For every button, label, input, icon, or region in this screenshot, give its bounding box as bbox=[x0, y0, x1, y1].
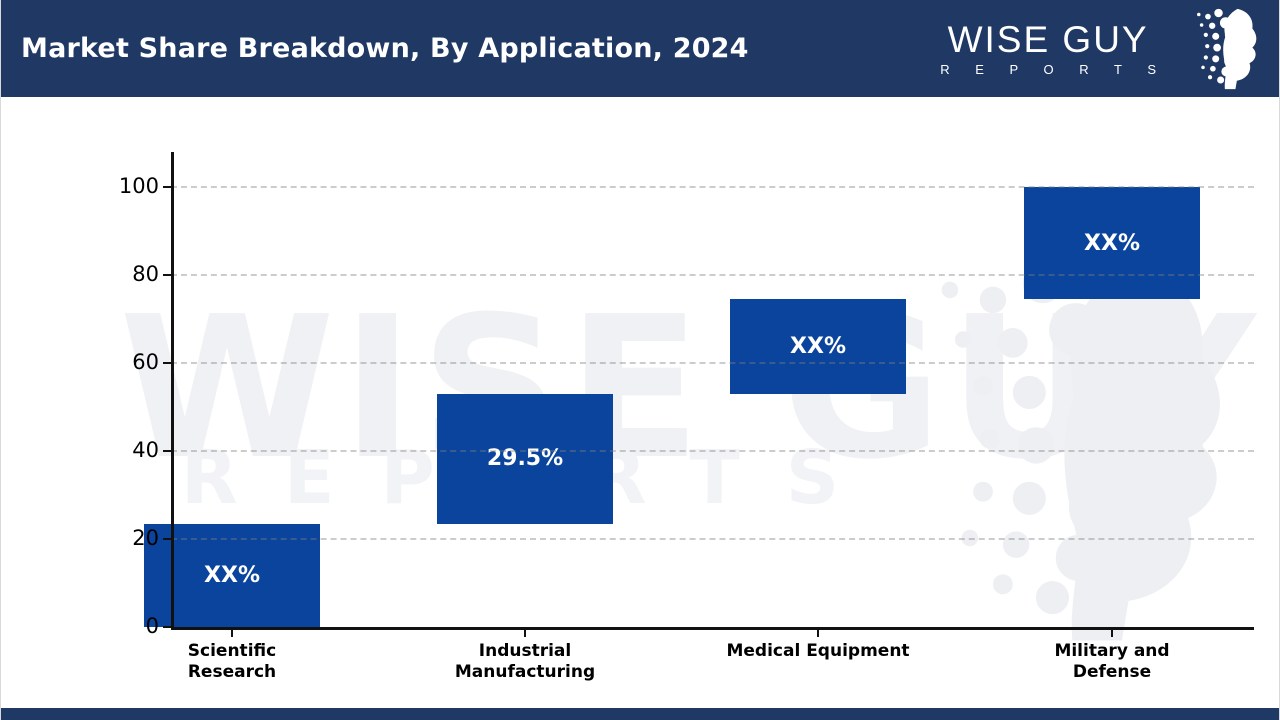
x-category-label-4: Military and Defense bbox=[1054, 641, 1170, 682]
bar-label-1: XX% bbox=[204, 562, 260, 588]
bar-label-2: 29.5% bbox=[486, 446, 564, 472]
y-tick-40 bbox=[163, 450, 171, 452]
bar-4: XX% bbox=[1024, 187, 1200, 300]
x-axis-line bbox=[171, 627, 1254, 630]
y-tick-label: 20 bbox=[132, 526, 159, 550]
y-tick-80 bbox=[163, 274, 171, 276]
y-tick-60 bbox=[163, 362, 171, 364]
x-category-label-3: Medical Equipment bbox=[726, 641, 910, 661]
footer-bar bbox=[1, 708, 1279, 720]
x-tick-3 bbox=[817, 629, 819, 637]
logo-head-icon bbox=[1197, 8, 1257, 89]
x-category-label-2: Industrial Manufacturing bbox=[454, 641, 596, 682]
y-tick-100 bbox=[163, 186, 171, 188]
chart-title: Market Share Breakdown, By Application, … bbox=[21, 33, 749, 64]
y-tick-label: 100 bbox=[118, 174, 159, 198]
x-category-label-1: Scientific Research bbox=[187, 641, 277, 682]
x-tick-2 bbox=[524, 629, 526, 637]
y-tick-0 bbox=[163, 626, 171, 628]
y-tick-label: 60 bbox=[132, 350, 159, 374]
bar-label-4: XX% bbox=[1084, 230, 1140, 256]
y-axis-line bbox=[171, 152, 174, 629]
brand-subname: R E P O R T S bbox=[940, 62, 1167, 77]
y-tick-label: 40 bbox=[132, 438, 159, 462]
bar-label-3: XX% bbox=[790, 333, 846, 359]
gridline-80 bbox=[171, 274, 1254, 276]
x-tick-4 bbox=[1111, 629, 1113, 637]
y-tick-label: 80 bbox=[132, 262, 159, 286]
gridline-20 bbox=[171, 538, 1254, 540]
x-tick-1 bbox=[231, 629, 233, 637]
gridline-100 bbox=[171, 186, 1254, 188]
gridline-60 bbox=[171, 362, 1254, 364]
bar-2: 29.5% bbox=[437, 393, 613, 524]
y-tick-20 bbox=[163, 538, 171, 540]
brand-logo-text: WISE GUY R E P O R T S bbox=[929, 19, 1167, 78]
gridline-40 bbox=[171, 450, 1254, 452]
brand-logo: WISE GUY R E P O R T S bbox=[929, 6, 1261, 92]
bar-3: XX% bbox=[730, 299, 906, 394]
watermark-text: WISE GUY bbox=[119, 275, 1262, 503]
header-bar: Market Share Breakdown, By Application, … bbox=[1, 0, 1279, 97]
brand-name: WISE GUY bbox=[947, 19, 1149, 60]
y-tick-label: 0 bbox=[145, 614, 159, 638]
